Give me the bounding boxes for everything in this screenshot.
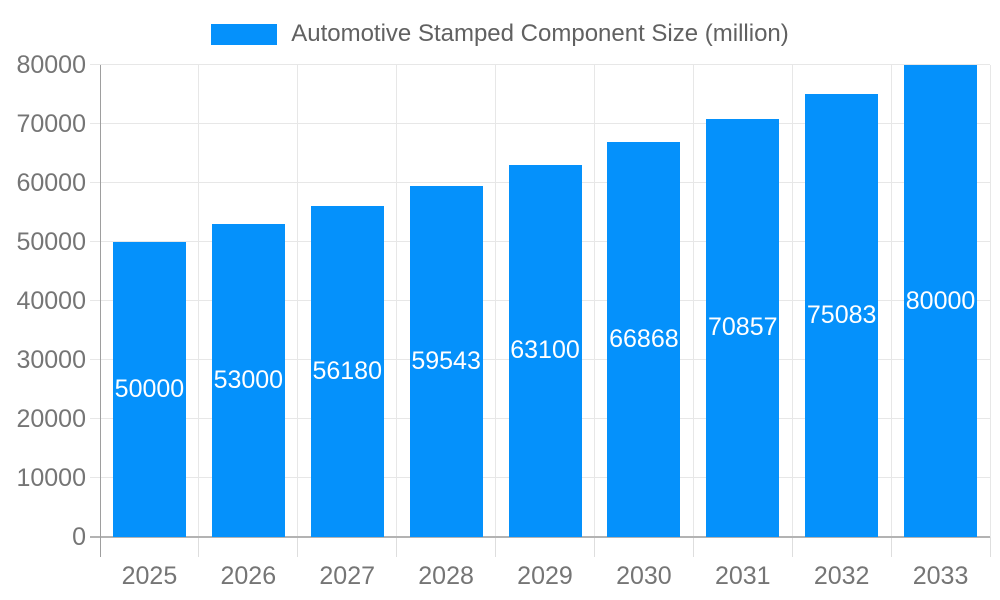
- v-gridline: [890, 65, 892, 537]
- h-gridline: [90, 123, 990, 124]
- x-tick-label: 2026: [220, 562, 277, 590]
- y-tick-label: 10000: [16, 464, 86, 492]
- bar-value-label: 63100: [510, 336, 580, 365]
- bar-value-label: 70857: [708, 313, 778, 342]
- v-gridline: [297, 65, 299, 537]
- x-tick-label: 2030: [616, 562, 672, 590]
- v-gridline: [495, 65, 497, 537]
- x-axis-tick: [593, 537, 595, 557]
- bar-value-label: 80000: [905, 286, 976, 315]
- v-gridline: [593, 65, 595, 537]
- y-tick-label: 40000: [16, 287, 86, 315]
- bar: 70857: [706, 118, 780, 537]
- bar: 66868: [607, 142, 681, 537]
- bar: 80000: [904, 65, 978, 537]
- x-axis-tick: [198, 537, 200, 557]
- bar-value-label: 53000: [213, 366, 284, 395]
- y-tick-label: 70000: [16, 110, 86, 138]
- bar: 53000: [211, 224, 285, 537]
- y-tick-label: 80000: [16, 51, 86, 79]
- bar-value-label: 50000: [114, 375, 185, 403]
- v-gridline: [198, 65, 200, 537]
- y-tick-label: 0: [72, 523, 86, 551]
- x-axis-tick: [791, 537, 793, 557]
- x-tick-label: 2033: [912, 562, 969, 590]
- x-axis-tick: [396, 537, 398, 557]
- x-tick-label: 2027: [319, 562, 376, 590]
- h-gridline: [90, 64, 990, 65]
- y-tick-label: 30000: [16, 346, 86, 374]
- legend-label: Automotive Stamped Component Size (milli…: [291, 20, 789, 47]
- bar: 59543: [409, 185, 483, 537]
- bar-value-label: 66868: [609, 325, 679, 354]
- y-tick-label: 50000: [16, 228, 86, 256]
- x-tick-label: 2031: [714, 562, 771, 590]
- y-tick-label: 60000: [16, 169, 86, 197]
- bar: 56180: [310, 205, 384, 537]
- x-axis-tick: [297, 537, 299, 557]
- y-axis-line: [100, 65, 101, 557]
- legend-swatch: [211, 23, 278, 45]
- x-axis-line: [90, 536, 990, 538]
- legend: Automotive Stamped Component Size (milli…: [0, 16, 1000, 52]
- v-gridline: [692, 65, 694, 537]
- x-tick-label: 2025: [121, 562, 178, 590]
- v-gridline: [396, 65, 398, 537]
- x-tick-label: 2029: [517, 562, 573, 590]
- x-tick-label: 2028: [418, 562, 474, 590]
- bar-value-label: 56180: [312, 356, 382, 385]
- y-tick-label: 20000: [16, 405, 86, 433]
- x-tick-label: 2032: [813, 562, 870, 590]
- v-gridline: [791, 65, 793, 537]
- x-axis-tick: [692, 537, 694, 557]
- bar-value-label: 75083: [806, 300, 877, 329]
- v-gridline: [989, 65, 991, 537]
- bar-value-label: 59543: [411, 346, 481, 375]
- bar: 63100: [508, 164, 582, 537]
- bar: 50000: [112, 242, 186, 537]
- x-axis-tick: [890, 537, 892, 557]
- x-axis-tick: [989, 537, 991, 557]
- x-axis-tick: [495, 537, 497, 557]
- bar: 75083: [805, 94, 879, 537]
